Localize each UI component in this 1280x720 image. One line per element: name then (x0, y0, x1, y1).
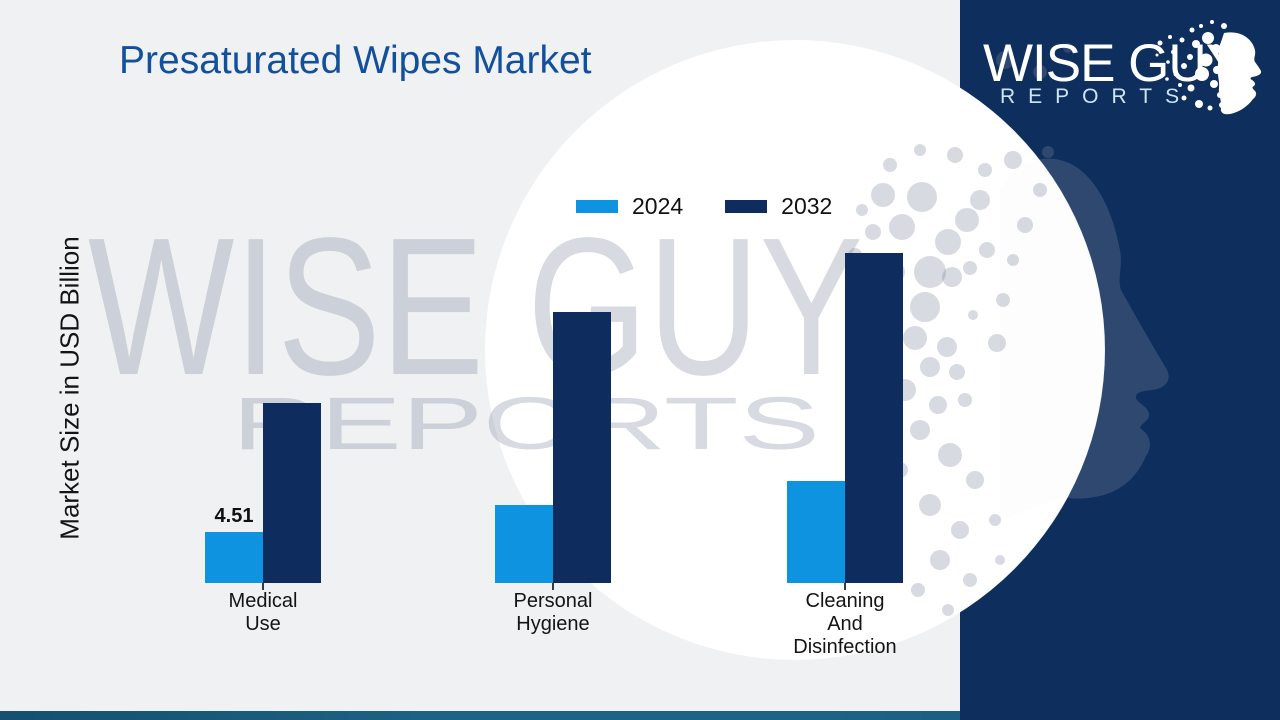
category-label: Personal Hygiene (513, 590, 593, 636)
bar-2024-cleaning-and-disinfection (787, 481, 845, 583)
brand-logo: WISE GUY REPORTS (983, 34, 1241, 107)
bar-2024-personal-hygiene (495, 505, 553, 583)
bottom-accent-bar (0, 711, 1280, 720)
bar-value-label: 4.51 (214, 505, 254, 527)
x-axis-tick (844, 583, 846, 590)
bar-2032-cleaning-and-disinfection (845, 253, 903, 583)
category-label: Cleaning And Disinfection (793, 590, 897, 659)
category-label: Medical Use (228, 590, 298, 636)
x-axis-tick (552, 583, 554, 590)
brand-logo-name: WISE GUY (983, 34, 1241, 93)
x-axis-tick (262, 583, 264, 590)
bar-2024-medical-use (205, 532, 263, 583)
bar-2032-medical-use (263, 403, 321, 583)
bar-2032-personal-hygiene (553, 312, 611, 583)
